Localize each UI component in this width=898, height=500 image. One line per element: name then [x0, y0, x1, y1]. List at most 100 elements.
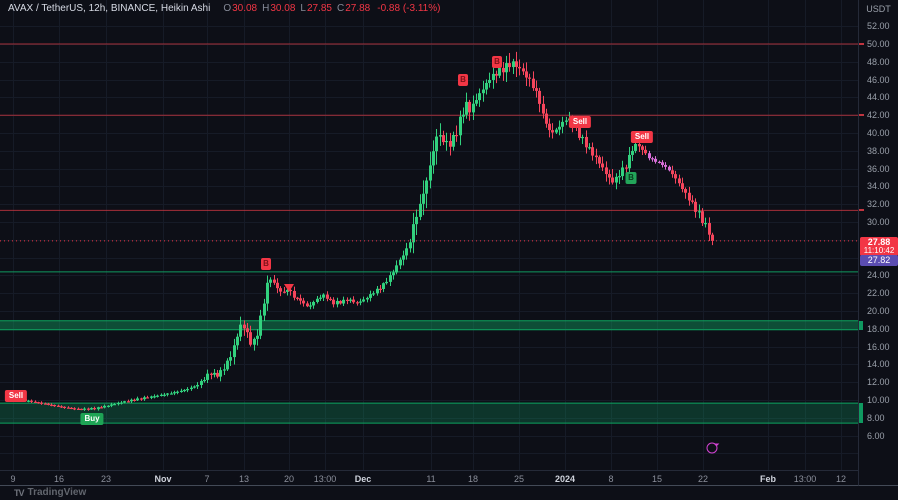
candle-body: [545, 113, 548, 124]
candle-body: [319, 297, 322, 299]
time-axis-label: 13:00: [793, 474, 817, 484]
time-axis-label: 13:00: [313, 474, 337, 484]
support-zone: [0, 403, 858, 424]
candle-body: [505, 63, 508, 73]
candle-body: [561, 121, 564, 127]
candle-body: [538, 90, 541, 104]
candle-body: [213, 372, 216, 375]
symbol-title[interactable]: AVAX / TetherUS, 12h, BINANCE, Heikin As…: [8, 3, 211, 14]
candle-body: [130, 399, 133, 402]
support-zone: [0, 320, 858, 330]
sell-signal-label[interactable]: Sell: [568, 116, 592, 128]
candle-body: [631, 150, 634, 155]
buy-marker-badge[interactable]: B: [625, 172, 637, 184]
candle-body: [156, 395, 159, 397]
candle-body: [312, 301, 315, 306]
candle-body: [442, 135, 445, 143]
bar-countdown-timer: 11:10:42: [863, 245, 895, 255]
candle-body: [276, 282, 279, 289]
candle-body: [133, 399, 136, 401]
sell-signal-label[interactable]: Sell: [4, 390, 28, 402]
candle-body: [103, 405, 106, 408]
price-axis[interactable]: USDT 52.00 50.00 48.00 46.00 44.00 42.00 40.00…: [858, 0, 898, 486]
candle-body: [123, 401, 126, 403]
candle-body: [548, 123, 551, 131]
candle-body: [200, 381, 203, 385]
sell-marker-badge[interactable]: B: [458, 74, 468, 86]
candle-body: [678, 178, 681, 184]
candle-body: [176, 391, 179, 393]
candle-body: [708, 223, 711, 235]
candle-body: [535, 88, 538, 91]
candle-body: [293, 290, 296, 298]
candle-body: [472, 103, 475, 113]
candle-body: [522, 68, 525, 72]
price-axis-label: 40.00: [867, 128, 890, 138]
candle-body: [508, 63, 511, 68]
candle-body: [581, 136, 584, 139]
candle-body: [90, 408, 93, 410]
candle-body: [671, 170, 674, 175]
candle-body: [595, 155, 598, 158]
candle-body: [684, 189, 687, 193]
candle-body: [166, 393, 169, 395]
tradingview-logo-text: TradingView: [27, 487, 87, 498]
price-axis-label: 32.00: [867, 199, 890, 210]
candle-body: [160, 394, 163, 396]
candle-body: [143, 397, 146, 400]
candle-body: [50, 404, 53, 406]
candle-body: [206, 373, 209, 380]
candle-body: [395, 265, 398, 273]
time-axis-label: 22: [697, 474, 709, 484]
candle-body: [654, 158, 657, 162]
time-axis-label: 20: [283, 474, 295, 484]
candle-body: [83, 408, 86, 410]
buy-signal-label[interactable]: Buy: [80, 413, 104, 425]
candle-body: [565, 120, 568, 122]
alert-tick: [859, 114, 864, 117]
candle-body: [136, 398, 139, 401]
time-axis-label: 11: [426, 474, 436, 484]
candle-body: [528, 77, 531, 79]
time-axis-label: 23: [100, 474, 112, 484]
chart-plot-area[interactable]: AVAX / TetherUS, 12h, BINANCE, Heikin As…: [0, 0, 858, 470]
candle-body: [615, 176, 618, 183]
candle-body: [412, 224, 415, 243]
price-axis-label: 20.00: [867, 306, 890, 316]
candle-body: [283, 291, 286, 293]
replay-timer-icon[interactable]: [706, 442, 718, 454]
candle-body: [296, 297, 299, 299]
tradingview-logo[interactable]: TV TradingView: [14, 487, 86, 498]
signal-markers-layer: Sell Buy B B B Sell Sell B: [0, 0, 858, 470]
candle-body: [302, 300, 305, 304]
time-axis[interactable]: 9 16 23 Nov 7 13 20 13:00 Dec 11 18 25 2024 8 15 22 Feb 1…: [0, 470, 858, 486]
candle-body: [634, 144, 637, 151]
candle-body: [668, 166, 671, 171]
candle-body: [681, 183, 684, 190]
candle-body: [618, 176, 621, 178]
candle-body: [249, 332, 252, 345]
sell-signal-label[interactable]: Sell: [630, 131, 654, 143]
candle-body: [216, 372, 219, 377]
candle-body: [419, 203, 422, 217]
alert-tick: [859, 209, 864, 212]
sell-marker-badge[interactable]: B: [492, 56, 502, 68]
sell-marker-badge[interactable]: B: [261, 258, 271, 270]
candle-body: [27, 400, 30, 402]
candle-body: [180, 390, 183, 393]
candle-body: [219, 370, 222, 377]
candle-body: [432, 151, 435, 166]
ohlc-value: 30.08: [270, 3, 296, 14]
candle-body: [359, 301, 362, 303]
candle-body: [63, 406, 66, 409]
candle-body: [356, 302, 359, 304]
candle-body: [369, 294, 372, 298]
candle-body: [688, 192, 691, 201]
currency-label[interactable]: USDT: [866, 4, 891, 14]
bearish-triangle-marker[interactable]: [284, 284, 294, 292]
candle-body: [518, 66, 521, 69]
candle-body: [455, 135, 458, 137]
candle-body: [439, 135, 442, 137]
candle-body: [698, 211, 701, 213]
